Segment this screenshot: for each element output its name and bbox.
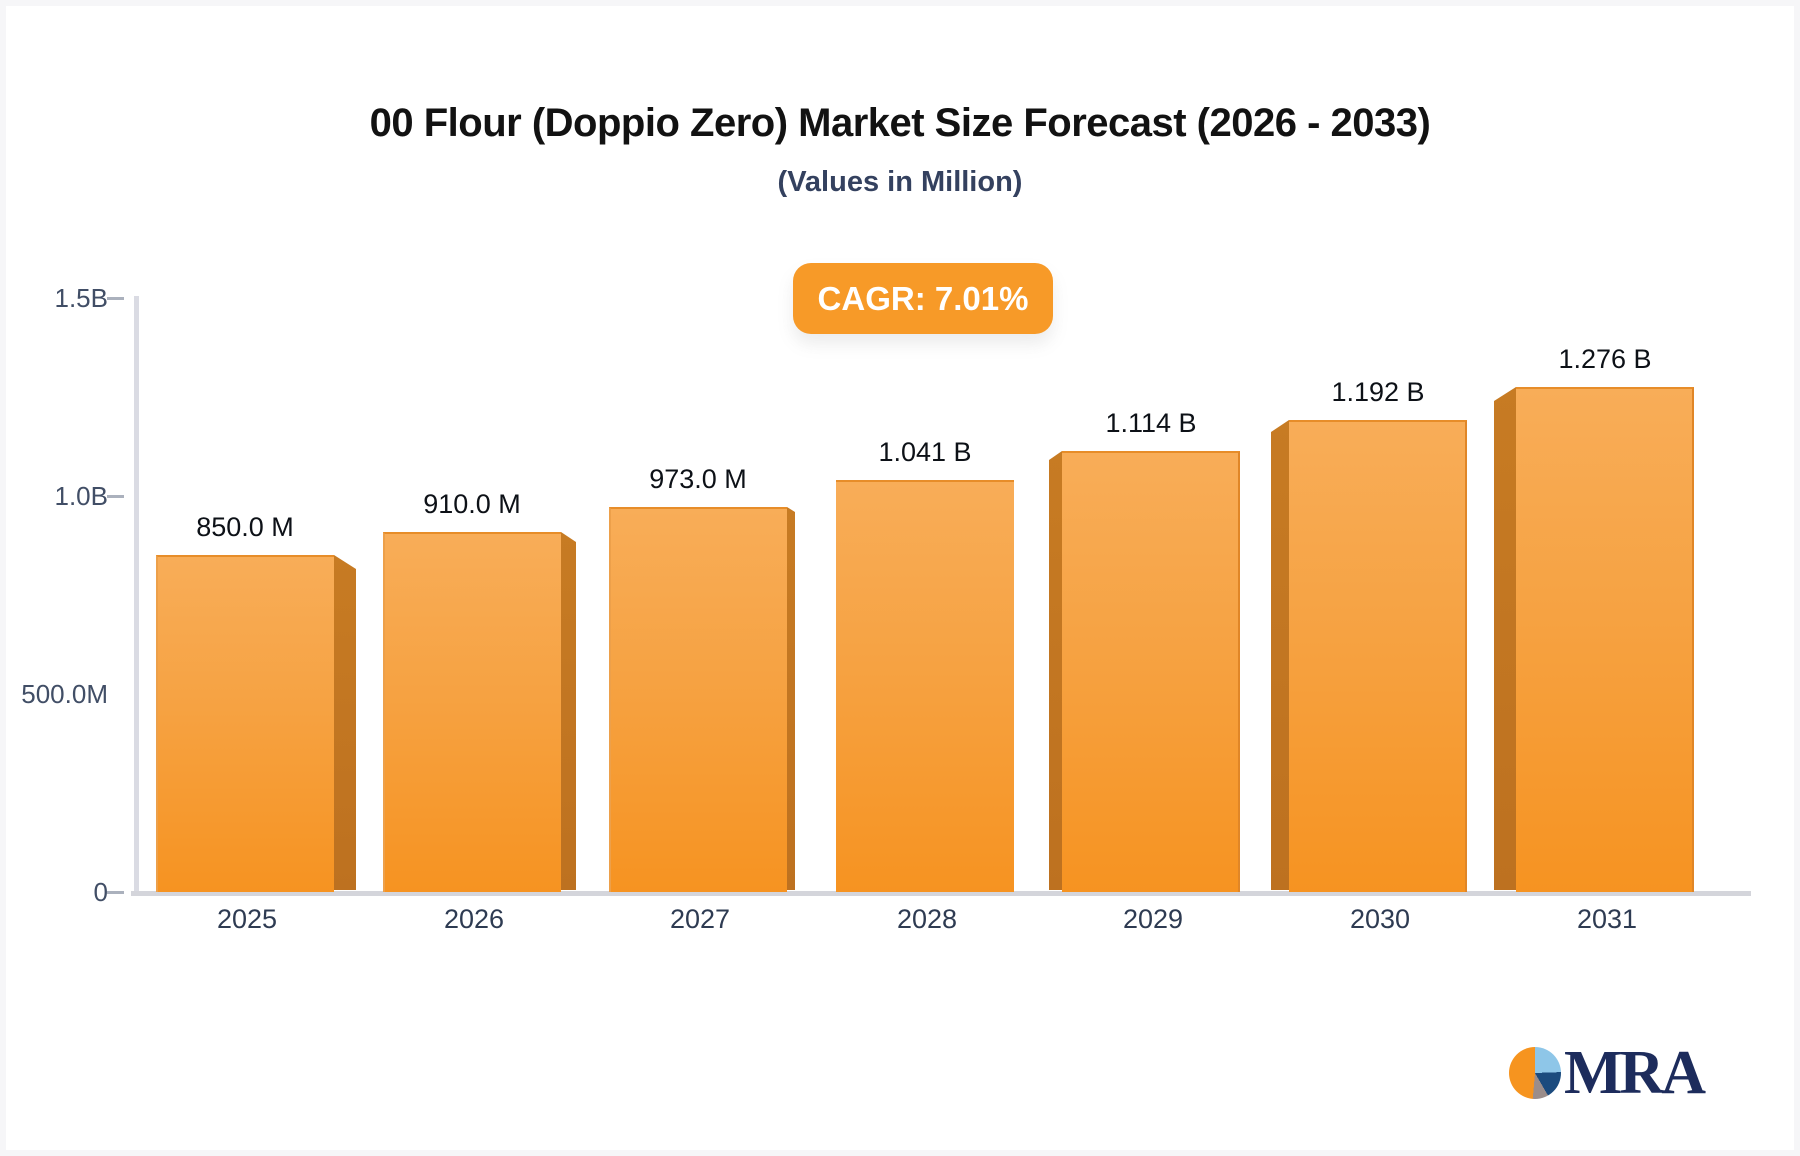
brand-logo: MRA — [1509, 1039, 1706, 1107]
bar-value-label-2030: 1.192 B — [1331, 377, 1425, 407]
bar-2028[interactable] — [836, 480, 1014, 892]
bar-value-label-2029: 1.114 B — [1105, 408, 1197, 438]
x-axis-line — [131, 891, 1751, 896]
chart-subtitle: (Values in Million) — [777, 166, 1023, 198]
x-axis-label-2026: 2026 — [443, 904, 505, 934]
chart-title: 00 Flour (Doppio Zero) Market Size Forec… — [369, 101, 1431, 145]
x-axis-label-2029: 2029 — [1122, 904, 1184, 934]
y-axis-tick-label: 0 — [93, 877, 108, 907]
y-axis-line — [134, 296, 139, 894]
bar-2031[interactable] — [1516, 387, 1694, 892]
bar-value-label-2027: 973.0 M — [649, 464, 747, 494]
chart-card: 00 Flour (Doppio Zero) Market Size Forec… — [6, 6, 1794, 1150]
cagr-badge: CAGR: 7.01% — [793, 263, 1053, 334]
bar-value-label-2025: 850.0 M — [196, 512, 294, 542]
bar-2027[interactable] — [609, 507, 787, 892]
pie-chart-icon — [1509, 1047, 1561, 1099]
y-axis-tick-mark — [107, 495, 124, 498]
brand-logo-text: MRA — [1564, 1039, 1706, 1107]
x-axis-label-2027: 2027 — [669, 904, 731, 934]
y-axis-tick-mark — [107, 891, 124, 894]
bar-side-3d-2026 — [561, 532, 576, 890]
bar-side-3d-2025 — [334, 555, 356, 890]
bar-side-3d-2031 — [1494, 387, 1516, 890]
x-axis-label-2031: 2031 — [1576, 904, 1638, 934]
x-axis-label-2030: 2030 — [1349, 904, 1411, 934]
bar-value-label-2026: 910.0 M — [423, 489, 521, 519]
bar-side-3d-2030 — [1271, 420, 1289, 890]
bar-side-3d-2027 — [787, 507, 795, 890]
y-axis-tick-label: 1.0B — [54, 481, 109, 511]
bar-side-3d-2029 — [1049, 451, 1062, 890]
bar-value-label-2028: 1.041 B — [878, 437, 972, 467]
bar-2026[interactable] — [383, 532, 561, 892]
y-axis-tick-mark — [107, 297, 124, 300]
cagr-badge-label: CAGR: 7.01% — [817, 279, 1029, 317]
bar-value-label-2031: 1.276 B — [1558, 344, 1652, 374]
bar-2029[interactable] — [1062, 451, 1240, 892]
y-axis-tick-label: 1.5B — [54, 283, 109, 313]
y-axis-tick-label: 500.0M — [21, 679, 108, 709]
bar-2030[interactable] — [1289, 420, 1467, 892]
x-axis-label-2028: 2028 — [896, 904, 958, 934]
x-axis-label-2025: 2025 — [216, 904, 278, 934]
bar-2025[interactable] — [156, 555, 334, 892]
plot-area: 1.5B 1.0B 500.0M 0 850.0 M 2025 910.0 M 2026 973… — [6, 6, 1800, 1150]
